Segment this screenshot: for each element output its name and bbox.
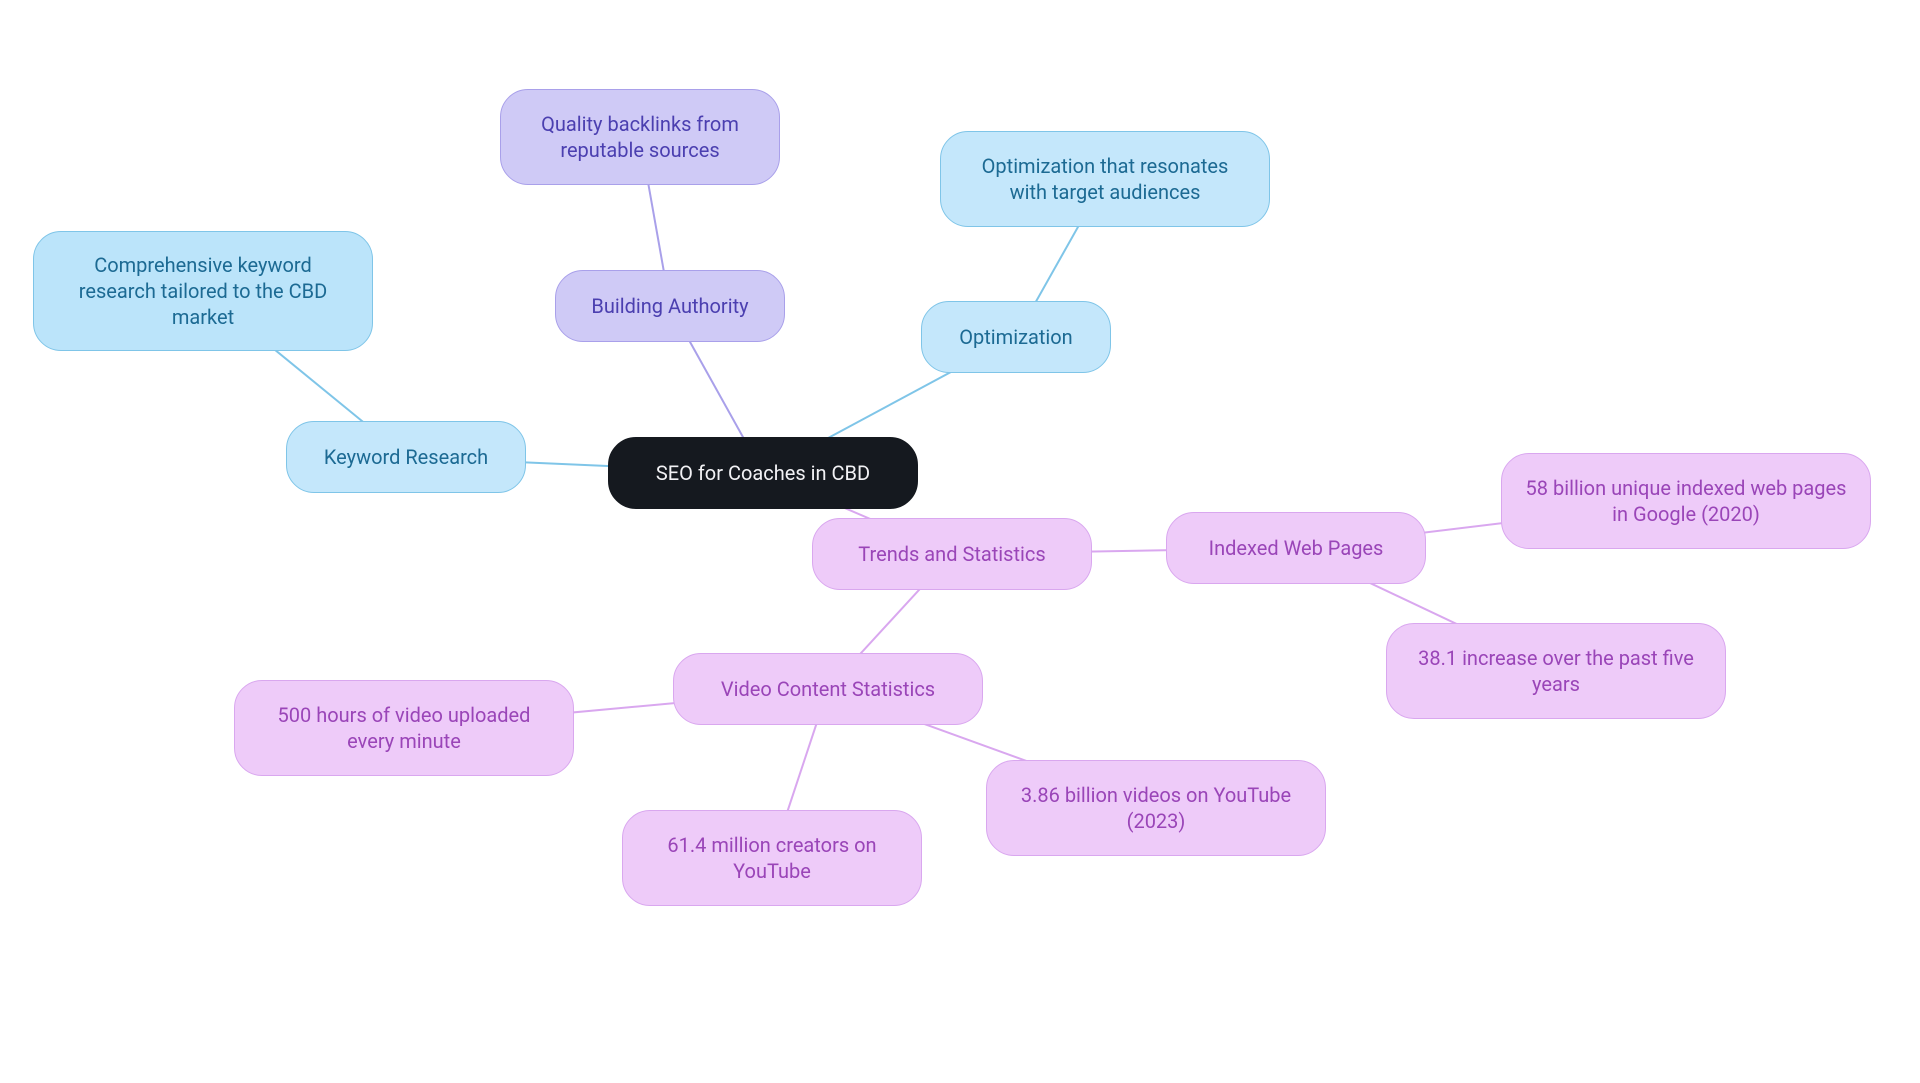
- node-indexed-pages-b: 38.1 increase over the past five years: [1386, 623, 1726, 719]
- node-optimization: Optimization: [921, 301, 1111, 373]
- node-video-stats-b: 61.4 million creators on YouTube: [622, 810, 922, 906]
- node-video-stats-a: 500 hours of video uploaded every minute: [234, 680, 574, 776]
- node-indexed-pages: Indexed Web Pages: [1166, 512, 1426, 584]
- node-video-stats: Video Content Statistics: [673, 653, 983, 725]
- node-trends: Trends and Statistics: [812, 518, 1092, 590]
- node-keyword-research: Keyword Research: [286, 421, 526, 493]
- node-keyword-research-detail: Comprehensive keyword research tailored …: [33, 231, 373, 351]
- node-indexed-pages-a: 58 billion unique indexed web pages in G…: [1501, 453, 1871, 549]
- mindmap-canvas: SEO for Coaches in CBD Keyword Research …: [0, 0, 1920, 1083]
- node-building-authority-detail: Quality backlinks from reputable sources: [500, 89, 780, 185]
- node-building-authority: Building Authority: [555, 270, 785, 342]
- node-root: SEO for Coaches in CBD: [608, 437, 918, 509]
- node-video-stats-c: 3.86 billion videos on YouTube (2023): [986, 760, 1326, 856]
- node-optimization-detail: Optimization that resonates with target …: [940, 131, 1270, 227]
